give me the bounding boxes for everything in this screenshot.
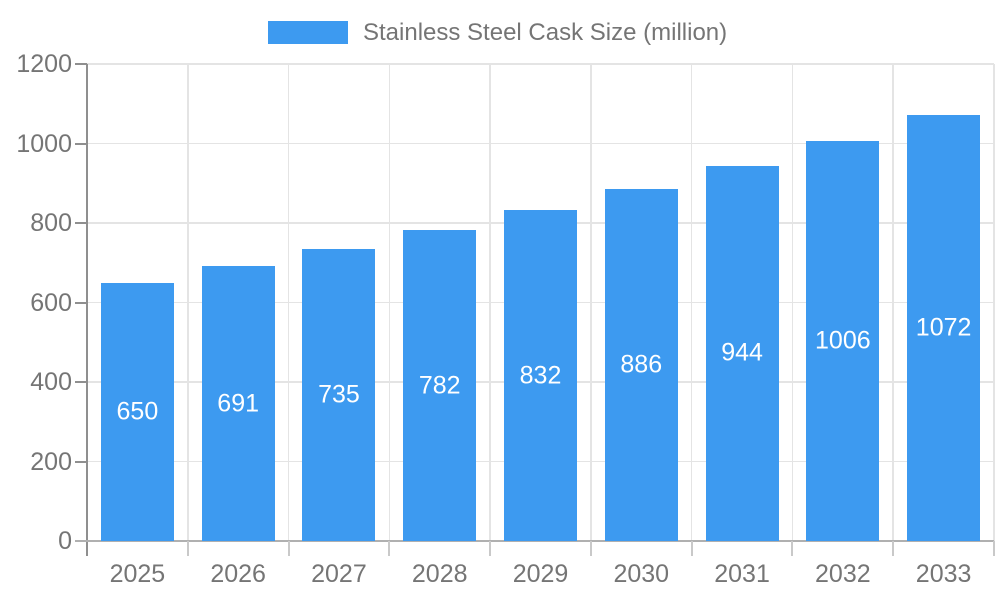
x-axis-label: 2025 (109, 560, 166, 588)
x-axis-label: 2031 (714, 560, 770, 588)
y-axis-tick (75, 222, 87, 224)
bar: 1006 (806, 141, 880, 541)
bar-value-label: 832 (519, 361, 562, 390)
y-axis-line (86, 64, 88, 556)
x-axis-label: 2028 (411, 560, 468, 588)
bar-value-label: 782 (418, 371, 461, 400)
x-axis-label: 2030 (613, 560, 670, 588)
y-axis-label: 0 (58, 527, 72, 555)
x-axis-tick (186, 541, 189, 556)
x-axis-label: 2029 (512, 560, 569, 588)
horizontal-gridline (87, 63, 994, 65)
x-axis-tick (993, 541, 995, 556)
bar: 1072 (907, 114, 981, 541)
x-axis-tick (892, 541, 895, 556)
y-axis-tick (75, 381, 87, 383)
x-axis-tick (489, 541, 492, 556)
bar-value-label: 886 (620, 350, 663, 379)
bar-value-label: 735 (318, 380, 360, 409)
bar: 650 (100, 282, 174, 541)
horizontal-gridline (87, 142, 994, 145)
y-axis-label: 1200 (16, 50, 72, 78)
bar-value-label: 650 (116, 397, 159, 426)
x-axis-label: 2026 (210, 560, 266, 588)
bar-value-label: 1006 (815, 326, 871, 355)
x-axis-label: 2032 (815, 560, 871, 588)
legend-label: Stainless Steel Cask Size (million) (363, 19, 728, 46)
x-axis-tick (388, 541, 391, 556)
y-axis-label: 600 (30, 288, 72, 317)
bar: 886 (604, 188, 678, 541)
y-axis-tick (75, 63, 87, 65)
bar: 691 (201, 266, 275, 541)
y-axis-label: 400 (30, 368, 72, 396)
x-axis-tick (287, 541, 290, 556)
bar: 944 (705, 165, 779, 541)
bar: 782 (403, 230, 477, 541)
y-axis-tick (75, 142, 87, 145)
bar-value-label: 691 (217, 389, 260, 418)
legend-swatch (268, 21, 348, 44)
bar-value-label: 944 (721, 338, 763, 367)
y-axis-label: 200 (30, 447, 72, 476)
bar: 832 (504, 210, 577, 541)
y-axis-tick (75, 460, 87, 463)
bar-value-label: 1072 (915, 313, 972, 342)
y-axis-label: 1000 (16, 129, 72, 158)
chart-legend[interactable]: Stainless Steel Cask Size (million) (268, 19, 727, 46)
y-axis-tick (75, 301, 87, 304)
y-axis-label: 800 (30, 209, 72, 237)
vertical-gridline (993, 64, 995, 541)
x-axis-label: 2033 (915, 560, 972, 588)
bar: 735 (302, 248, 376, 541)
x-axis-line (75, 540, 994, 542)
x-axis-tick (791, 541, 794, 556)
x-axis-tick (589, 541, 592, 556)
x-axis-label: 2027 (311, 560, 367, 588)
x-axis-tick (690, 541, 693, 556)
